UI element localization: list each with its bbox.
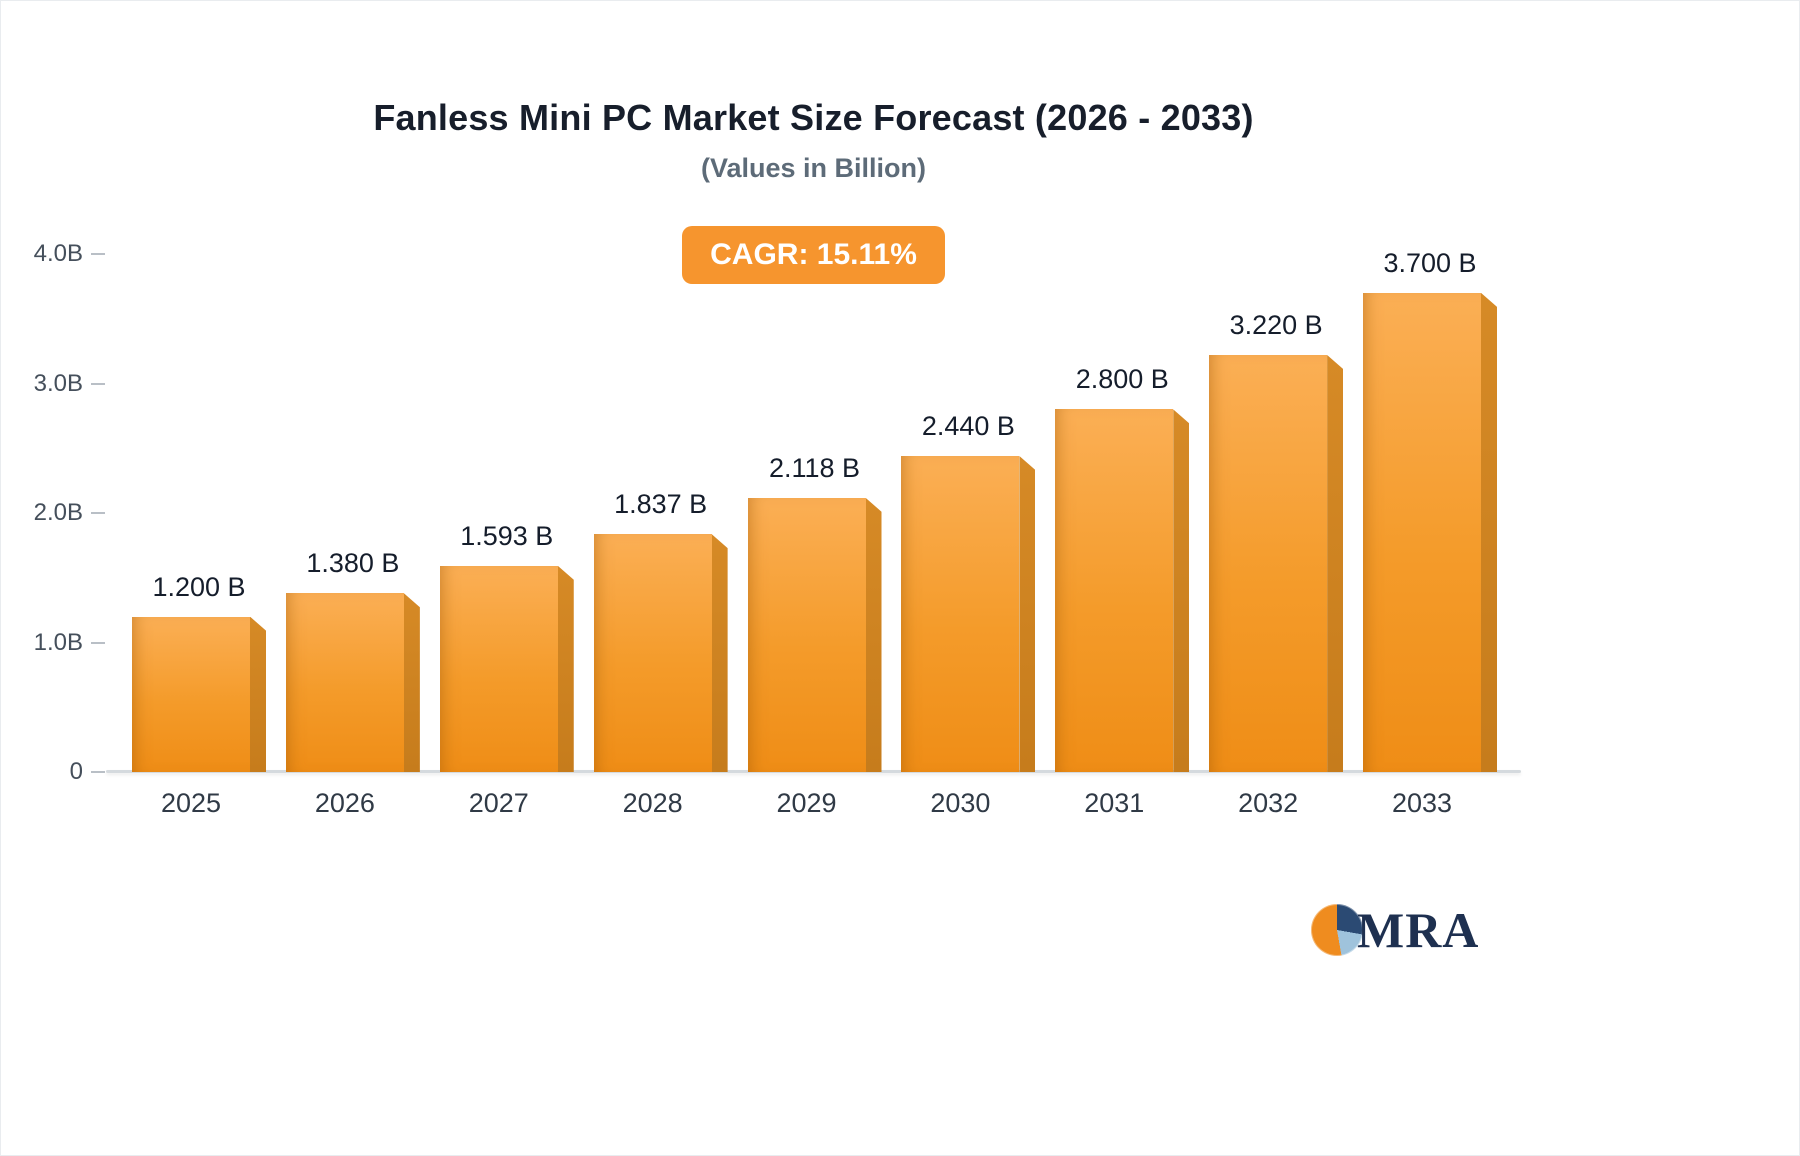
x-axis-label: 2029 xyxy=(776,788,837,818)
y-axis-tick-label: 3.0B xyxy=(33,369,83,397)
y-axis-tick-label: 4.0B xyxy=(33,240,83,267)
bar-group-2028: 1.837 B xyxy=(593,1,728,772)
bar-side-face xyxy=(1173,409,1190,772)
x-axis-label: 2028 xyxy=(622,788,683,818)
bar-group-2033: 3.700 B xyxy=(1363,1,1497,772)
x-axis-label: 2026 xyxy=(314,788,375,818)
bar-group-2026: 1.380 B xyxy=(285,1,420,772)
bar-value-label: 3.220 B xyxy=(1229,310,1323,341)
chart-subtitle: (Values in Billion) xyxy=(700,153,927,183)
x-axis-label: 2030 xyxy=(930,788,991,818)
y-axis-tick-mark xyxy=(91,771,105,773)
bar xyxy=(1363,292,1481,772)
bar xyxy=(901,456,1020,772)
bar-group-2027: 1.593 B xyxy=(439,1,574,772)
bar-side-face xyxy=(865,497,882,772)
bar-side-face xyxy=(711,534,728,772)
bar-value-label: 1.593 B xyxy=(460,520,554,551)
bar-group-2025: 1.200 B xyxy=(132,1,266,772)
bar-side-face xyxy=(1481,292,1497,772)
bar xyxy=(285,593,404,772)
bar-value-label: 2.800 B xyxy=(1075,364,1169,395)
bar xyxy=(747,497,866,772)
bar-value-label: 1.380 B xyxy=(306,548,400,579)
x-axis-label: 2033 xyxy=(1391,788,1453,818)
y-axis-tick-mark xyxy=(91,253,105,255)
bar-side-face xyxy=(557,565,574,772)
bar xyxy=(1209,355,1328,772)
bar-group-2029: 2.118 B xyxy=(747,1,882,772)
x-axis-label: 2031 xyxy=(1084,788,1145,818)
bar-group-2031: 2.800 B xyxy=(1055,1,1190,772)
chart-header: Fanless Mini PC Market Size Forecast (20… xyxy=(106,1,1521,284)
x-axis-label: 2032 xyxy=(1238,788,1299,818)
bar xyxy=(593,534,712,772)
bar-value-label: 1.837 B xyxy=(614,489,708,520)
y-axis-tick-label: 1.0B xyxy=(33,628,83,656)
bar-value-label: 2.118 B xyxy=(768,452,861,483)
y-axis-tick-mark xyxy=(91,382,105,385)
bar-side-face xyxy=(250,616,266,772)
x-axis-label: 2025 xyxy=(160,788,222,818)
bar-value-label: 1.200 B xyxy=(152,571,246,602)
bar-value-label: 3.700 B xyxy=(1383,247,1477,278)
bar-group-2032: 3.220 B xyxy=(1209,1,1344,772)
bar-group-2030: 2.440 B xyxy=(901,1,1036,772)
y-axis-tick-mark xyxy=(91,641,105,644)
bar xyxy=(132,616,250,772)
mra-logo: MRA xyxy=(1311,899,1479,961)
bar-side-face xyxy=(1019,456,1036,772)
bar-side-face xyxy=(403,593,420,772)
y-axis-tick-label: 0 xyxy=(69,758,83,785)
chart-title: Fanless Mini PC Market Size Forecast (20… xyxy=(373,97,1254,138)
bar xyxy=(1055,409,1174,772)
y-axis-tick-label: 2.0B xyxy=(33,499,83,526)
x-axis-label: 2027 xyxy=(468,788,529,818)
bar xyxy=(439,565,558,772)
y-axis-tick-mark xyxy=(91,512,105,514)
mra-logo-text: MRA xyxy=(1357,902,1480,958)
mra-logo-pie-icon xyxy=(1311,904,1363,956)
cagr-badge: CAGR: 15.11% xyxy=(682,226,945,284)
bar-side-face xyxy=(1327,355,1344,772)
bar-value-label: 2.440 B xyxy=(921,411,1015,442)
